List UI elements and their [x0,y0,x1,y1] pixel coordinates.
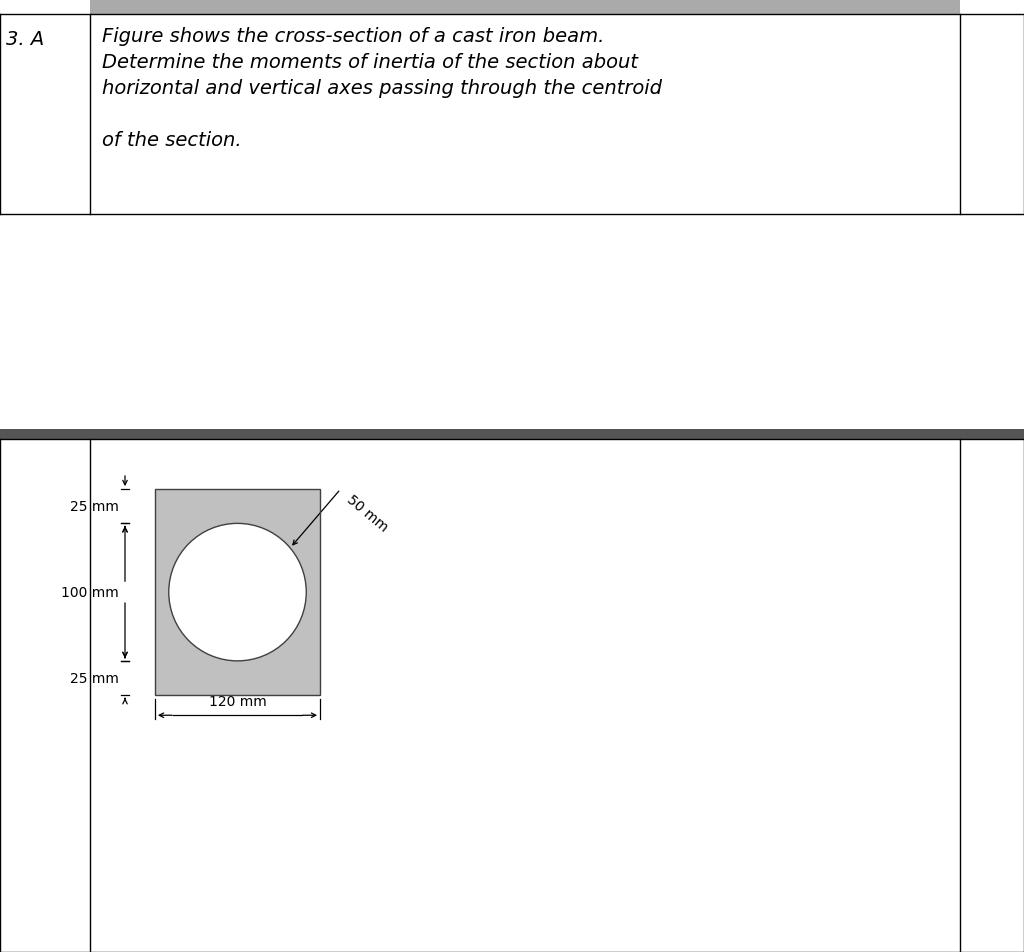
Text: 100 mm: 100 mm [61,585,119,600]
Circle shape [169,524,306,662]
Text: 120 mm: 120 mm [209,695,266,708]
Text: 25 mm: 25 mm [70,671,119,685]
Bar [90,0,961,15]
Text: Figure shows the cross-section of a cast iron beam.: Figure shows the cross-section of a cast… [102,27,604,46]
Text: Determine the moments of inertia of the section about: Determine the moments of inertia of the … [102,53,638,72]
Bar [155,489,321,696]
Text: 3. A: 3. A [6,30,44,49]
Bar [155,489,321,696]
Text: of the section.: of the section. [102,130,242,149]
Text: 50 mm: 50 mm [344,492,390,535]
Bar [0,429,1024,440]
Text: 25 mm: 25 mm [70,500,119,514]
Text: horizontal and vertical axes passing through the centroid: horizontal and vertical axes passing thr… [102,79,662,98]
